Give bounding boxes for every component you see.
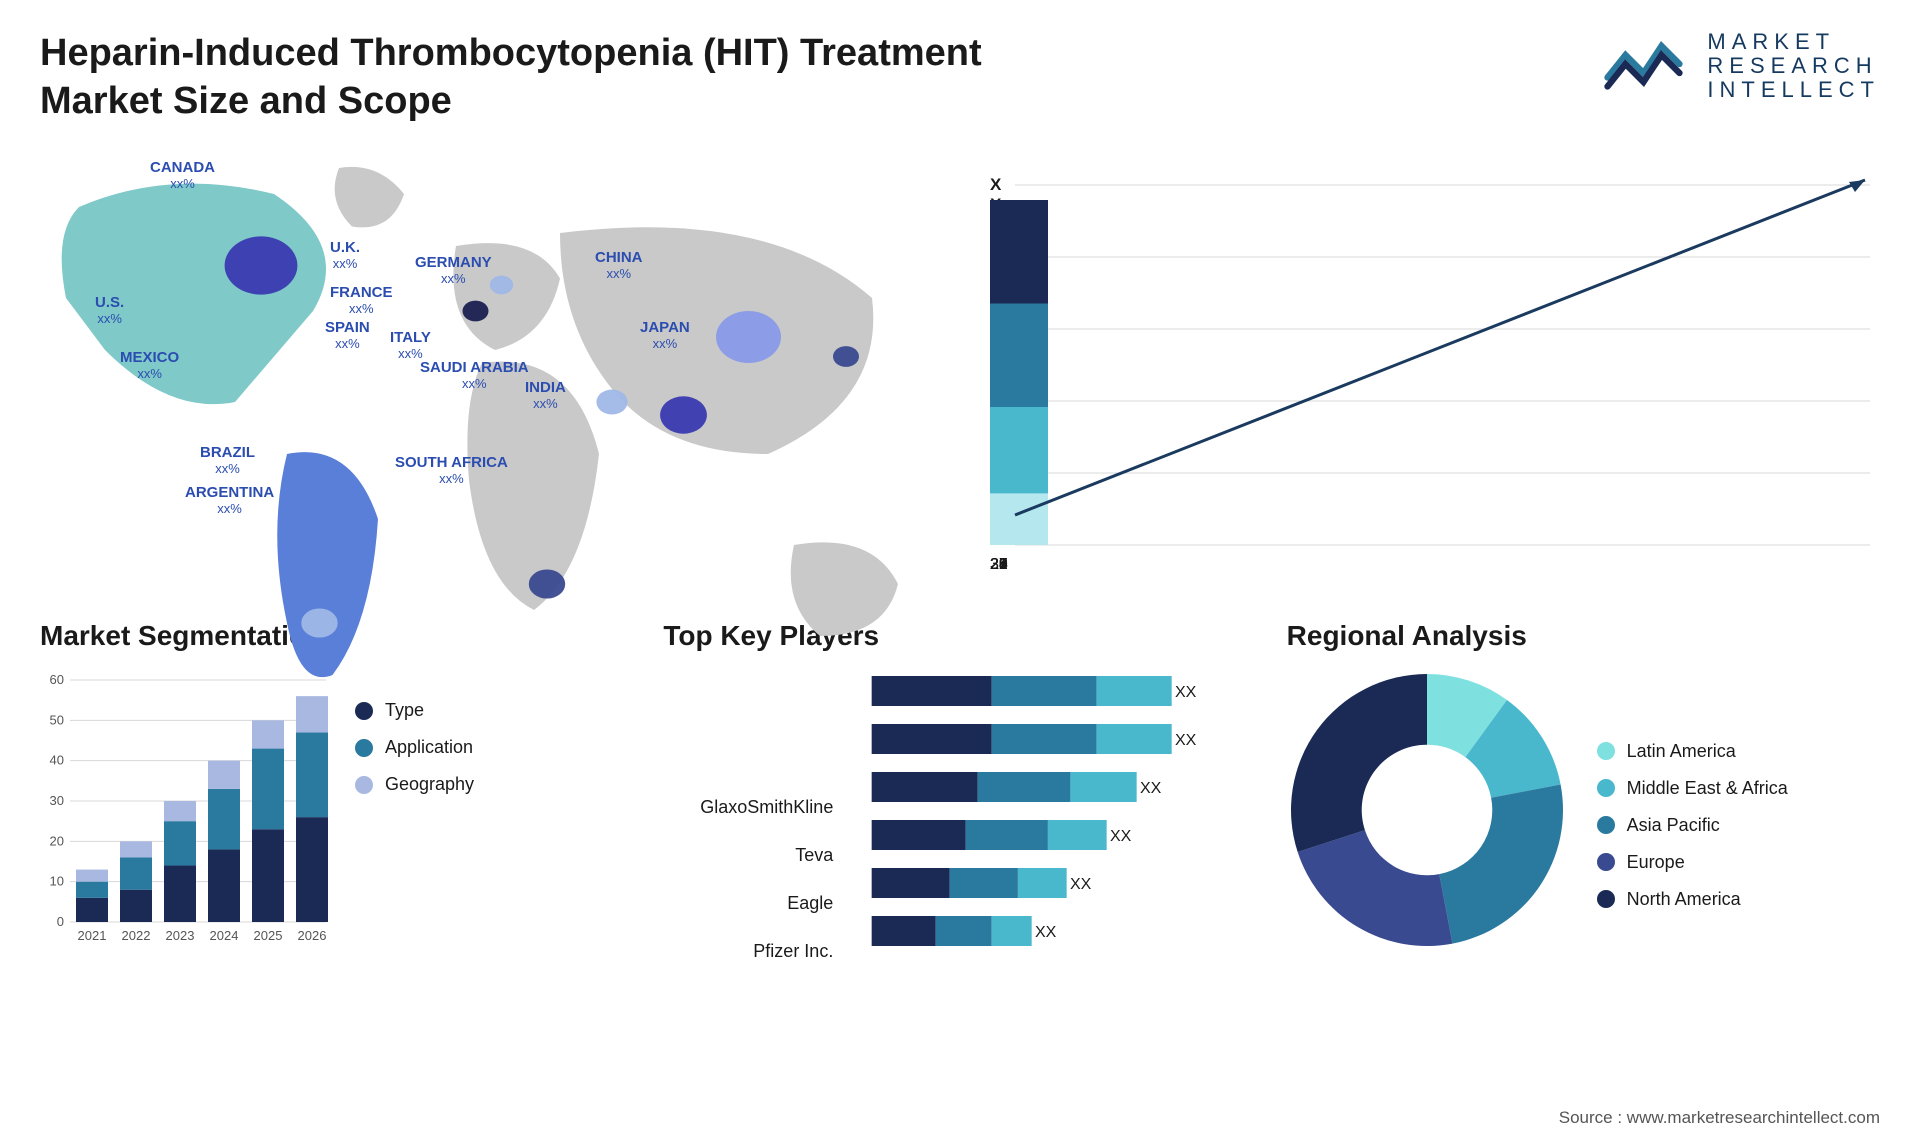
top-row: CANADAxx% U.S.xx% MEXICOxx% BRAZILxx% ARGENT… [40,155,1880,585]
main-chart-svg: XX2021XX2022XX2023XX2024XX2025XX2026XX20… [990,155,1880,585]
svg-text:30: 30 [50,793,64,808]
logo-line1: MARKET [1707,30,1880,54]
regional-title: Regional Analysis [1287,620,1880,652]
map-label: JAPANxx% [640,320,690,351]
svg-text:2031: 2031 [990,556,1008,573]
player-label: Pfizer Inc. [663,936,833,966]
page-title: Heparin-Induced Thrombocytopenia (HIT) T… [40,30,1090,125]
legend-item: Middle East & Africa [1597,778,1788,799]
regional-wrap: Latin America Middle East & Africa Asia Pa… [1287,670,1880,950]
player-label [663,744,833,774]
legend-item: Europe [1597,852,1788,873]
map-label: U.K.xx% [330,240,360,271]
logo-line2: RESEARCH [1707,54,1880,78]
map-label: BRAZILxx% [200,445,255,476]
svg-text:XX: XX [1035,924,1057,941]
source-text: Source : www.marketresearchintellect.com [1559,1108,1880,1128]
legend-swatch [1597,853,1615,871]
players-labels: GlaxoSmithKline Teva Eagle Pfizer Inc. [663,670,833,970]
map-label: SAUDI ARABIAxx% [420,360,529,391]
regional-panel: Regional Analysis Latin America Middle Ea… [1287,620,1880,970]
svg-text:2026: 2026 [298,928,327,943]
map-label: CANADAxx% [150,160,215,191]
svg-text:XX: XX [1175,732,1197,749]
svg-text:XX: XX [1175,684,1197,701]
logo-text: MARKET RESEARCH INTELLECT [1707,30,1880,103]
header: Heparin-Induced Thrombocytopenia (HIT) T… [40,30,1880,125]
svg-text:50: 50 [50,712,64,727]
svg-text:2025: 2025 [254,928,283,943]
legend-item: Geography [355,774,474,795]
legend-label: Application [385,737,473,758]
players-chart: XX XX XX XX XX XX [843,670,1256,970]
map-label: ARGENTINAxx% [185,485,274,516]
legend-item: Latin America [1597,741,1788,762]
map-svg [40,155,950,714]
map-label: SPAINxx% [325,320,370,351]
legend-item: Application [355,737,474,758]
map-label: CHINAxx% [595,250,643,281]
logo-icon [1603,34,1693,99]
svg-text:XX: XX [1070,876,1092,893]
player-label: Eagle [663,888,833,918]
map-label: SOUTH AFRICAxx% [395,455,508,486]
svg-text:2022: 2022 [122,928,151,943]
world-map: CANADAxx% U.S.xx% MEXICOxx% BRAZILxx% ARGENT… [40,155,950,585]
players-wrap: GlaxoSmithKlineTevaEaglePfizer Inc. XXXX… [663,670,1256,970]
regional-legend: Latin America Middle East & Africa Asia Pa… [1597,741,1788,910]
svg-text:XX: XX [1140,780,1162,797]
svg-text:10: 10 [50,874,64,889]
svg-text:0: 0 [57,914,64,929]
legend-label: North America [1627,889,1741,910]
main-bar-chart: XX2021XX2022XX2023XX2024XX2025XX2026XX20… [990,155,1880,585]
map-label: U.S.xx% [95,295,124,326]
legend-label: Geography [385,774,474,795]
svg-text:20: 20 [50,833,64,848]
legend-swatch [1597,890,1615,908]
svg-text:XX: XX [990,175,1002,194]
legend-swatch [355,776,373,794]
player-label: Teva [663,840,833,870]
svg-text:40: 40 [50,753,64,768]
legend-label: Middle East & Africa [1627,778,1788,799]
legend-label: Europe [1627,852,1685,873]
map-label: INDIAxx% [525,380,566,411]
svg-text:2024: 2024 [210,928,239,943]
segmentation-legend: TypeApplicationGeography [355,700,474,795]
svg-text:2023: 2023 [166,928,195,943]
legend-item: North America [1597,889,1788,910]
svg-text:XX: XX [1110,828,1132,845]
svg-text:2021: 2021 [78,928,107,943]
player-label: GlaxoSmithKline [663,792,833,822]
legend-swatch [1597,816,1615,834]
legend-label: Latin America [1627,741,1736,762]
map-label: MEXICOxx% [120,350,179,381]
donut-chart [1287,670,1567,950]
legend-swatch [1597,779,1615,797]
logo-line3: INTELLECT [1707,78,1880,102]
legend-item: Asia Pacific [1597,815,1788,836]
map-label: ITALYxx% [390,330,431,361]
legend-swatch [355,739,373,757]
map-label: GERMANYxx% [415,255,492,286]
logo: MARKET RESEARCH INTELLECT [1603,30,1880,103]
legend-label: Asia Pacific [1627,815,1720,836]
map-label: FRANCExx% [330,285,393,316]
legend-swatch [1597,742,1615,760]
